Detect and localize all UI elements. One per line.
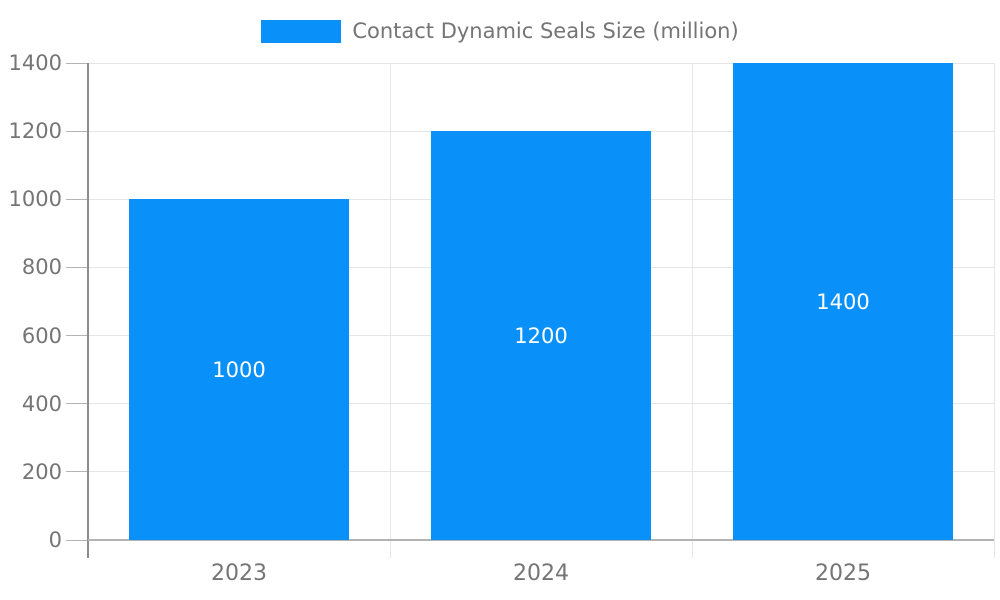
x-axis-category-label: 2023: [211, 561, 267, 586]
bar-value-label: 1400: [816, 289, 870, 314]
vertical-gridline: [691, 63, 693, 558]
y-axis-tick-label: 400: [21, 391, 62, 416]
y-axis-tick-label: 1200: [8, 119, 62, 144]
vertical-gridline: [389, 63, 391, 558]
y-axis-tick: [66, 335, 88, 337]
y-axis-tick: [66, 130, 88, 132]
chart-legend-item[interactable]: Contact Dynamic Seals Size (million): [0, 16, 1000, 46]
vertical-gridline: [993, 63, 995, 558]
y-axis-tick-label: 600: [21, 323, 62, 348]
y-axis-tick: [66, 198, 88, 200]
legend-color-swatch: [261, 19, 342, 43]
y-axis-tick-label: 200: [21, 459, 62, 484]
x-axis-line: [88, 539, 994, 541]
bar-value-label: 1000: [212, 357, 266, 382]
y-axis-tick-label: 0: [48, 528, 62, 552]
horizontal-gridline: [88, 62, 994, 64]
bar: 1200: [431, 131, 651, 540]
y-axis-tick: [66, 539, 88, 541]
y-axis-tick: [66, 266, 88, 268]
legend-series-label: Contact Dynamic Seals Size (million): [352, 19, 739, 43]
bar: 1000: [129, 199, 349, 540]
y-axis-tick: [66, 403, 88, 405]
y-axis-tick-label: 1000: [8, 187, 62, 212]
y-axis-line: [87, 63, 89, 558]
y-axis-tick: [66, 62, 88, 64]
y-axis-tick: [66, 471, 88, 473]
y-axis-tick-label: 1400: [8, 51, 62, 75]
bar-value-label: 1200: [514, 323, 568, 348]
bar: 1400: [733, 63, 953, 540]
x-axis-category-label: 2024: [513, 561, 569, 586]
y-axis-tick-label: 800: [21, 255, 62, 280]
x-axis-category-label: 2025: [815, 561, 871, 586]
